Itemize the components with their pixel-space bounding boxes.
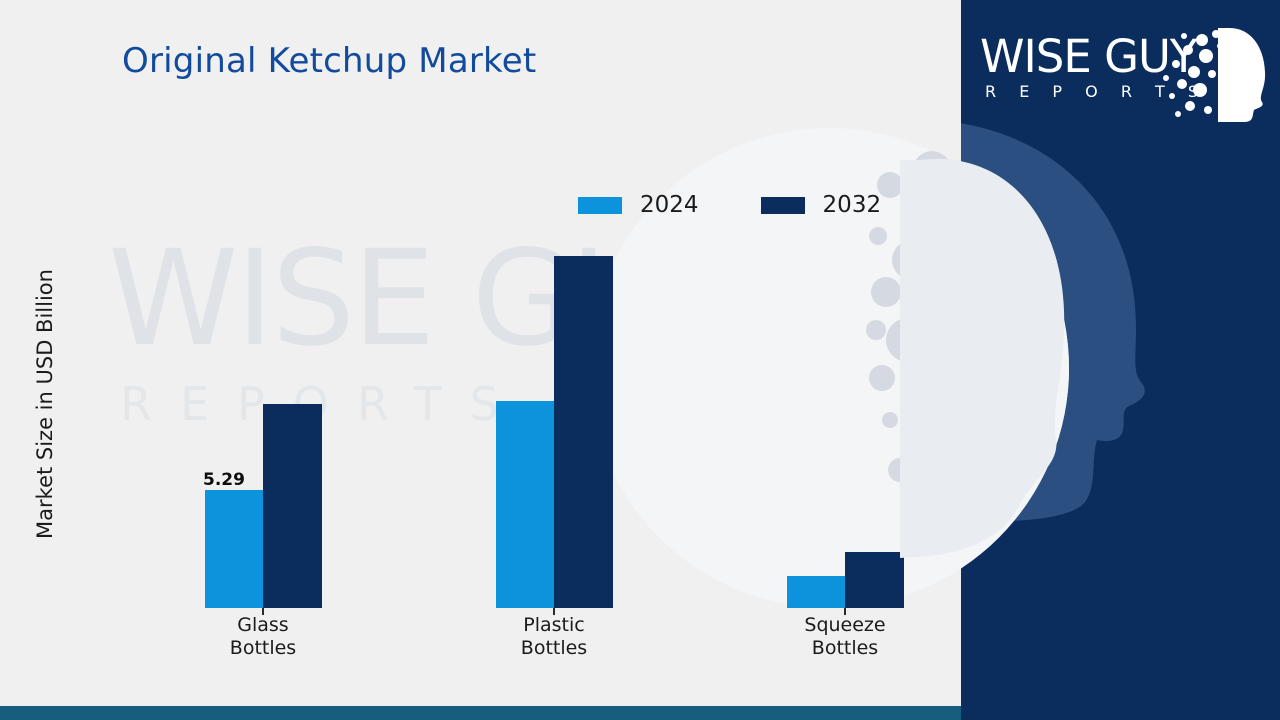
- category-label-plastic-line2: Bottles: [520, 637, 588, 659]
- legend-swatch-2032: [760, 196, 805, 214]
- category-label-plastic: Plastic Bottles: [484, 614, 624, 660]
- axis-tick-glass: [262, 608, 264, 615]
- category-label-plastic-line1: Plastic: [523, 614, 585, 636]
- chart-legend: 2024 2032: [578, 192, 881, 218]
- bar-squeeze-2032[interactable]: [845, 552, 904, 608]
- bar-glass-2024[interactable]: [205, 490, 263, 608]
- legend-label-2024: 2024: [640, 192, 699, 218]
- logo-head-profile-icon: [1163, 28, 1266, 122]
- brain-network-dots-icon: [866, 151, 1065, 559]
- axis-tick-plastic: [553, 608, 555, 615]
- category-label-glass-line2: Bottles: [229, 637, 297, 659]
- page-title: Original Ketchup Market: [122, 41, 537, 81]
- bar-squeeze-2024[interactable]: [787, 576, 845, 608]
- legend-item-2024[interactable]: 2024: [578, 192, 761, 218]
- bar-glass-2032[interactable]: [263, 404, 322, 608]
- category-label-squeeze: Squeeze Bottles: [775, 614, 915, 660]
- bar-chart: Market Size in USD Billion 2024 2032 5.2…: [33, 192, 904, 659]
- category-label-glass: Glass Bottles: [193, 614, 333, 660]
- bar-plastic-2024[interactable]: [496, 401, 554, 608]
- logo-reports-text: R E P O R T S: [985, 82, 1208, 101]
- category-label-squeeze-line2: Bottles: [811, 637, 879, 659]
- bottom-accent-bar: [0, 706, 961, 720]
- bar-plastic-2032[interactable]: [554, 256, 613, 608]
- category-label-squeeze-line1: Squeeze: [804, 614, 886, 636]
- plot-area: 5.29 Glass Bottles Plastic Bottles Squee…: [203, 256, 904, 659]
- axis-tick-squeeze: [844, 608, 846, 615]
- category-label-glass-line1: Glass: [237, 614, 289, 636]
- legend-swatch-2024: [578, 196, 622, 214]
- legend-label-2032: 2032: [822, 192, 882, 218]
- wiseguy-reports-logo: WISE GUY R E P O R T S: [980, 28, 1266, 122]
- logo-wise-guy-text: WISE GUY: [980, 30, 1197, 83]
- legend-item-2032[interactable]: 2032: [760, 192, 882, 218]
- bar-value-label-glass-2024: 5.29: [203, 470, 245, 490]
